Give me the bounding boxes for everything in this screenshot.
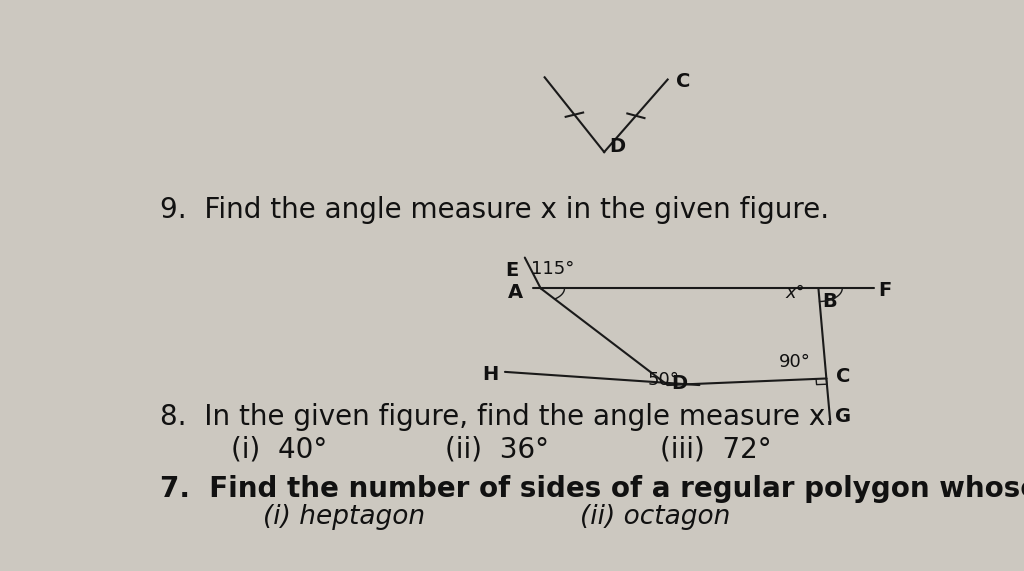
Text: x°: x° [785,284,805,303]
Text: (i)  40°: (i) 40° [231,436,328,464]
Text: D: D [609,138,625,156]
Text: 90°: 90° [779,352,811,371]
Text: (ii)  36°: (ii) 36° [445,436,550,464]
Text: E: E [505,261,518,280]
Text: F: F [878,281,891,300]
Text: B: B [822,292,838,311]
Text: (ii) octagon: (ii) octagon [581,504,731,530]
Text: C: C [836,367,850,386]
Text: (iii)  72°: (iii) 72° [659,436,771,464]
Text: H: H [482,365,499,384]
Text: D: D [672,374,688,393]
Text: G: G [836,407,851,426]
Text: (i) heptagon: (i) heptagon [263,504,425,530]
Text: 8.  In the given figure, find the angle measure x.: 8. In the given figure, find the angle m… [160,403,834,431]
Text: C: C [676,72,690,91]
Text: 7.  Find the number of sides of a regular polygon whose each ext: 7. Find the number of sides of a regular… [160,475,1024,503]
Text: 115°: 115° [531,260,574,278]
Text: A: A [508,283,523,302]
Text: 9.  Find the angle measure x in the given figure.: 9. Find the angle measure x in the given… [160,196,828,224]
Text: 50°: 50° [648,371,680,389]
